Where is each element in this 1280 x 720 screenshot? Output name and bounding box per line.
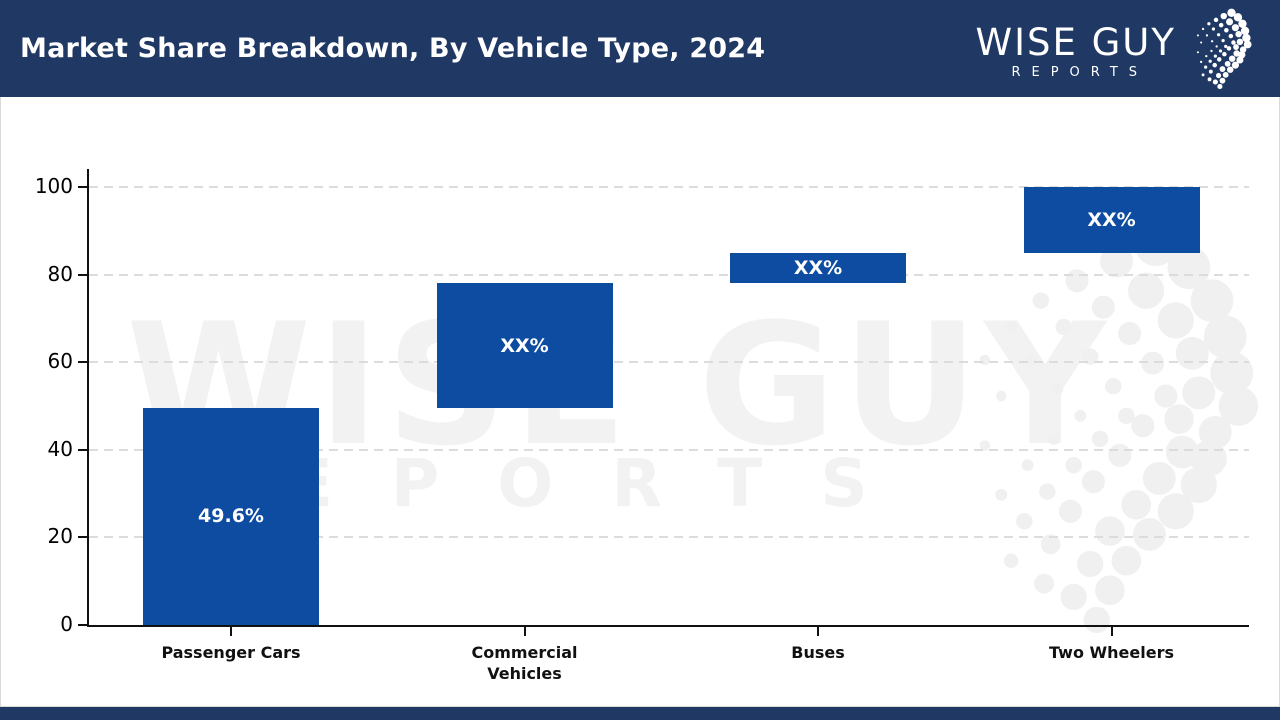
logo-reports-label: REPORTS xyxy=(1011,64,1149,80)
gridline xyxy=(89,361,1249,364)
y-tick-label: 40 xyxy=(47,436,73,461)
x-axis-category-label: Two Wheelers xyxy=(1049,643,1174,662)
y-tick xyxy=(78,448,87,451)
x-axis-category-label: Commercial Vehicles xyxy=(471,643,578,683)
y-tick-label: 60 xyxy=(47,349,73,374)
x-tick xyxy=(230,627,232,636)
x-axis-category-label: Passenger Cars xyxy=(161,643,301,662)
wiseguy-logo-text: WISE GUY REPORTS xyxy=(976,24,1176,80)
header: Market Share Breakdown, By Vehicle Type,… xyxy=(0,0,1280,97)
logo-wiseguy-label: WISE GUY xyxy=(975,20,1176,64)
y-tick xyxy=(78,536,87,539)
y-tick-label: 100 xyxy=(34,174,73,198)
bar-value-label: XX% xyxy=(793,257,843,280)
bar-value-label: 49.6% xyxy=(198,505,264,528)
y-tick xyxy=(78,361,87,364)
gridline xyxy=(89,536,1249,539)
y-tick xyxy=(78,273,87,276)
page-title: Market Share Breakdown, By Vehicle Type,… xyxy=(20,33,766,64)
x-axis-category-label: Buses xyxy=(791,643,845,662)
bar-passenger-cars: 49.6% xyxy=(143,407,319,625)
bar-buses: XX% xyxy=(730,252,906,284)
y-axis-spine xyxy=(87,169,89,627)
wiseguy-head-icon xyxy=(1196,8,1252,89)
y-tick xyxy=(78,624,87,626)
x-axis-spine xyxy=(87,625,1249,627)
bar-value-label: XX% xyxy=(1087,208,1136,231)
y-tick-label: 80 xyxy=(47,261,73,286)
y-tick xyxy=(78,186,87,188)
x-tick xyxy=(817,627,819,636)
bar-value-label: XX% xyxy=(500,334,549,357)
gridline xyxy=(89,186,1249,188)
gridline xyxy=(89,448,1249,451)
gridline xyxy=(89,273,1249,276)
watermark-head-icon xyxy=(979,223,1259,634)
y-tick-label: 0 xyxy=(60,612,73,636)
x-tick xyxy=(523,627,526,636)
footer-bar xyxy=(0,707,1280,720)
bar-two-wheelers: XX% xyxy=(1023,187,1200,253)
chart-area: WISE GUY REPORTS 0 20 40 60 80 100 49.6% Passen… xyxy=(0,97,1280,707)
plot-area: 0 20 40 60 80 100 49.6% Passenger Cars XX% Commer… xyxy=(1,97,1279,706)
x-tick xyxy=(1110,627,1113,636)
y-tick-label: 20 xyxy=(47,524,73,549)
bar-commercial-vehicles: XX% xyxy=(436,283,613,408)
wiseguy-logo: WISE GUY REPORTS xyxy=(976,7,1254,91)
